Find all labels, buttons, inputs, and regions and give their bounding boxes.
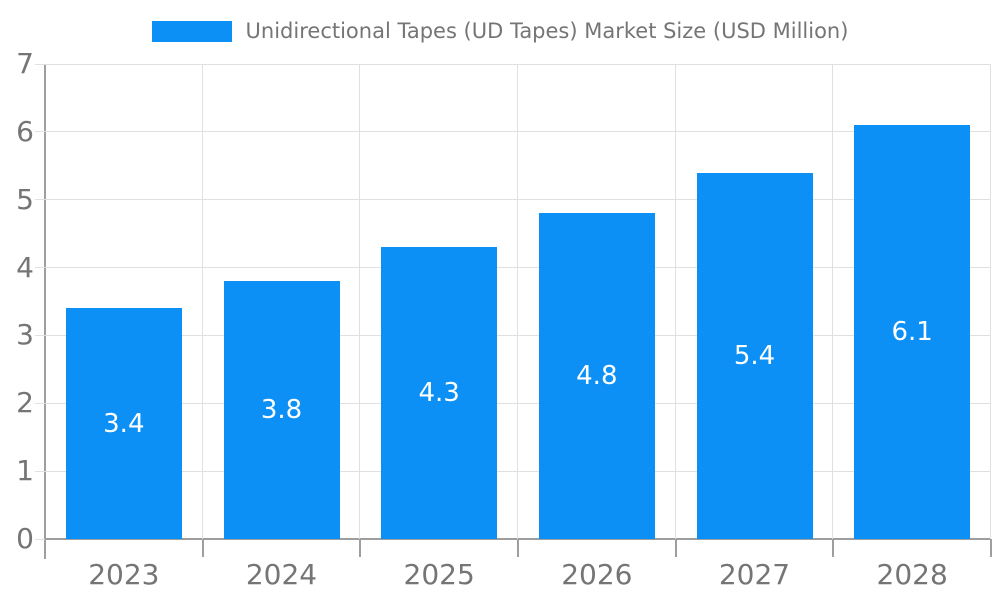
x-axis-tick (517, 539, 519, 557)
gridline-vertical (674, 64, 676, 539)
plot-area: 3.4 3.8 4.3 4.8 5.4 6.1 (35, 63, 992, 559)
bar-value-label: 3.8 (260, 395, 303, 426)
gridline-vertical (832, 64, 834, 539)
gridline-horizontal (45, 267, 991, 269)
bar-2026: 4.8 (538, 213, 655, 539)
y-axis-tick (35, 199, 45, 201)
gridline-horizontal (45, 63, 991, 65)
x-tick-label: 2025 (403, 558, 475, 591)
x-axis-tick (990, 539, 992, 557)
x-tick-label: 2024 (245, 558, 318, 591)
gridline-horizontal (45, 131, 991, 133)
bar-2027: 5.4 (696, 172, 813, 539)
x-axis-tick (359, 539, 362, 557)
chart-legend: Unidirectional Tapes (UD Tapes) Market S… (0, 18, 1000, 44)
x-tick-label: 2026 (561, 558, 633, 591)
legend-swatch-icon (151, 20, 232, 42)
x-tick-label: 2023 (88, 558, 160, 591)
gridline-horizontal (45, 334, 991, 336)
y-axis-tick (35, 63, 45, 65)
x-tick-label: 2028 (876, 558, 948, 591)
y-tick-label: 7 (16, 47, 34, 80)
y-tick-label: 1 (16, 454, 34, 488)
y-tick-label: 4 (16, 250, 34, 284)
bar-2025: 4.3 (381, 247, 498, 539)
y-tick-label: 6 (16, 114, 34, 148)
bar-2023: 3.4 (65, 308, 182, 539)
bar-value-label: 6.1 (891, 317, 933, 348)
bar-value-label: 4.3 (418, 378, 460, 409)
bar-2028: 6.1 (854, 125, 971, 539)
gridline-vertical (359, 64, 361, 539)
x-axis-tick (674, 539, 677, 557)
bar-value-label: 4.8 (576, 361, 618, 392)
x-axis-tick (201, 539, 204, 557)
y-tick-label: 0 (16, 522, 34, 555)
y-axis-tick (35, 334, 45, 336)
y-tick-label: 3 (16, 318, 34, 352)
y-axis-line (44, 64, 46, 559)
x-axis-tick (832, 539, 835, 557)
bar-2024: 3.8 (223, 281, 340, 539)
bar-value-label: 3.4 (103, 408, 145, 439)
x-tick-label: 2027 (718, 558, 791, 591)
y-axis-tick (35, 470, 45, 472)
y-tick-label: 2 (16, 386, 34, 420)
gridline-horizontal (45, 199, 991, 201)
chart-title: Unidirectional Tapes (UD Tapes) Market S… (245, 19, 849, 43)
gridline-vertical (201, 64, 203, 539)
y-axis-tick (35, 131, 45, 133)
gridline-horizontal (45, 470, 991, 472)
gridline-vertical (990, 64, 991, 539)
y-axis-tick (35, 267, 45, 269)
gridline-horizontal (45, 402, 991, 404)
y-tick-label: 5 (16, 182, 34, 216)
y-axis-tick (35, 538, 45, 540)
bar-value-label: 5.4 (733, 340, 776, 371)
y-axis-tick (35, 402, 45, 404)
gridline-vertical (517, 64, 518, 539)
